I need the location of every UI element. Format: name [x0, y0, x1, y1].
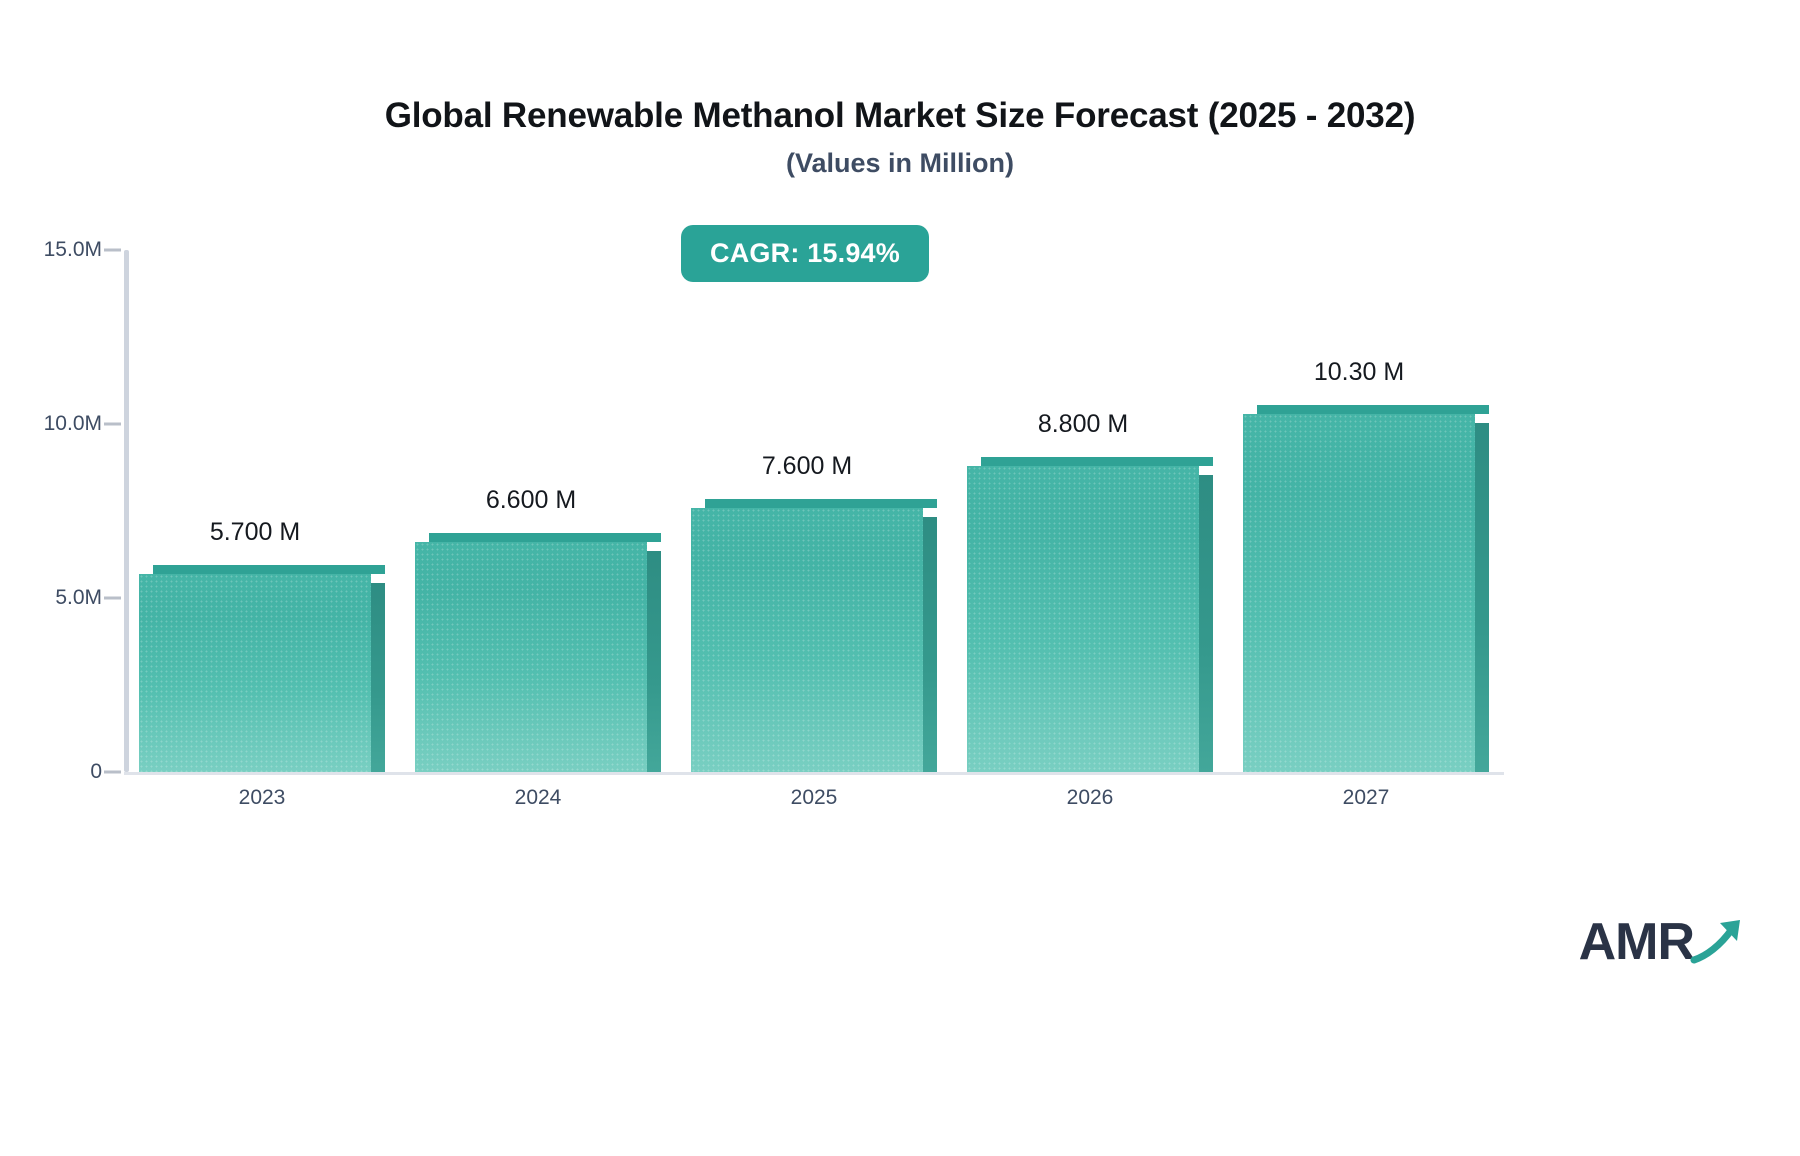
x-axis-category-label: 2027: [1342, 786, 1390, 809]
bar[interactable]: 5.700 M: [139, 518, 385, 772]
bar-front-face: [415, 542, 647, 772]
bar-value-label: 7.600 M: [761, 451, 853, 480]
chart-title: Global Renewable Methanol Market Size Fo…: [384, 96, 1416, 135]
y-axis-line: [124, 250, 129, 772]
y-axis-tick-label: 10.0M: [43, 412, 102, 435]
bar-side-face: [1199, 474, 1213, 772]
y-axis-tick-mark: [104, 596, 121, 600]
amr-logo: AMR: [1579, 916, 1748, 968]
bar-front-face: [1243, 413, 1475, 772]
y-axis-tick-mark: [104, 422, 121, 426]
bar[interactable]: 6.600 M: [415, 486, 661, 772]
bar-top-face: [705, 498, 937, 508]
cagr-badge: CAGR: 15.94%: [681, 225, 929, 282]
bar-top-face: [429, 533, 661, 543]
trending-up-arrow-icon: [1690, 920, 1740, 964]
x-axis-category-label: 2026: [1066, 786, 1114, 809]
bar-side-face: [371, 582, 385, 772]
x-axis-category-label: 2025: [790, 786, 838, 809]
x-axis-category-label: 2023: [238, 786, 286, 809]
x-axis-line: [124, 772, 1504, 775]
bar-series: 5.700 M 6.600 M 7.600 M 8.800 M 10.30 M: [124, 250, 1504, 772]
bar-top-face: [153, 564, 385, 574]
y-axis-tick-label: 0: [90, 760, 102, 783]
bar-side-face: [923, 516, 937, 772]
bar-value-label: 6.600 M: [485, 486, 577, 515]
plot-area: 0 5.0M 10.0M 15.0M 5.700 M 6.600 M 7.600 M 8.8…: [44, 238, 1504, 783]
bar[interactable]: 10.30 M: [1243, 358, 1489, 772]
bar[interactable]: 8.800 M: [967, 410, 1213, 772]
bar-front-face: [139, 573, 371, 772]
amr-logo-text: AMR: [1578, 913, 1695, 971]
bar-front-face: [967, 465, 1199, 772]
chart-subtitle: (Values in Million): [785, 148, 1015, 178]
y-axis-tick-mark: [104, 770, 121, 774]
bar[interactable]: 7.600 M: [691, 452, 937, 772]
bar-top-face: [1257, 404, 1489, 414]
bar-side-face: [1475, 422, 1489, 772]
bar-value-label: 8.800 M: [1037, 409, 1129, 438]
bar-value-label: 5.700 M: [209, 517, 301, 546]
bar-front-face: [691, 507, 923, 772]
y-axis-tick-label: 5.0M: [55, 586, 102, 609]
bar-top-face: [981, 456, 1213, 466]
x-axis-category-label: 2024: [514, 786, 562, 809]
bar-side-face: [647, 551, 661, 772]
y-axis-tick-mark: [104, 248, 121, 252]
y-axis-tick-label: 15.0M: [43, 238, 102, 261]
bar-value-label: 10.30 M: [1313, 357, 1405, 386]
